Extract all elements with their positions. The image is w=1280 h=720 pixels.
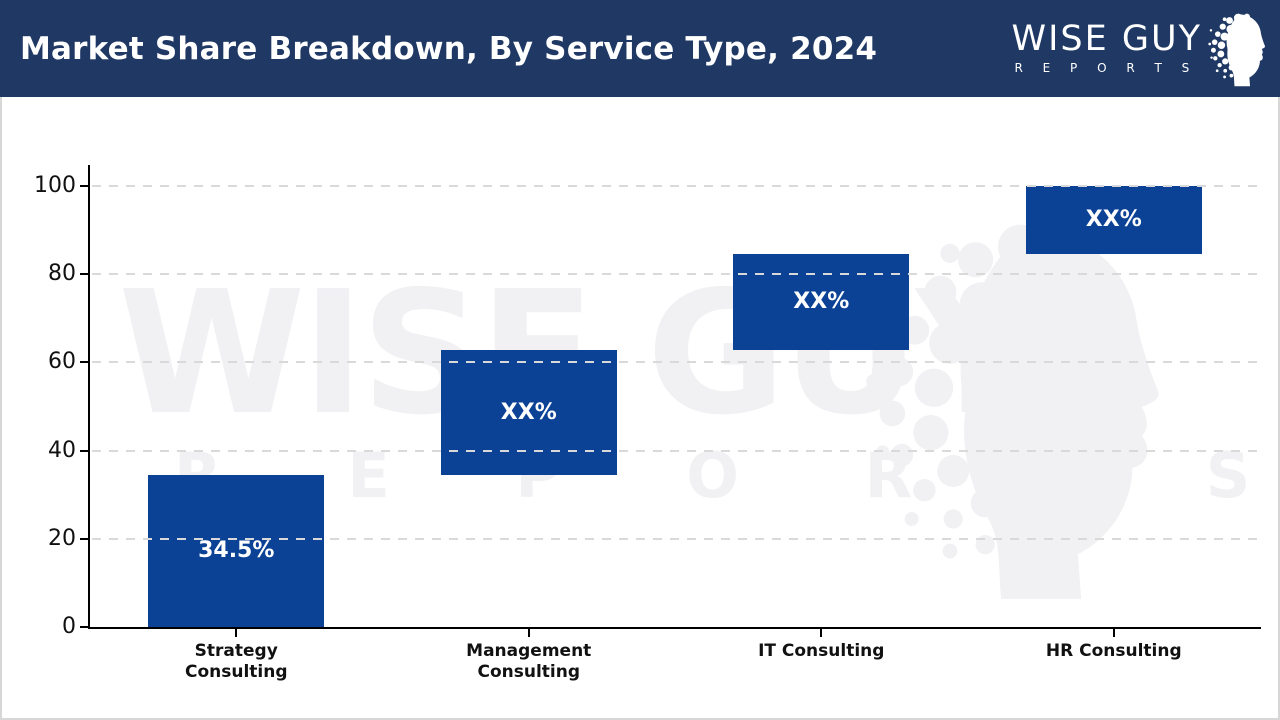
y-tick-label-20: 20 bbox=[48, 525, 76, 551]
x-category-label-hr-consulting: HR Consulting bbox=[1045, 641, 1182, 661]
y-tick-label-60: 60 bbox=[48, 349, 76, 375]
y-tick-label-0: 0 bbox=[62, 614, 76, 639]
y-axis-spine bbox=[88, 165, 90, 629]
bar-strategy-consulting bbox=[148, 474, 325, 627]
x-category-label-strategy-consulting: Strategy Consulting bbox=[184, 641, 288, 683]
y-tickmark-100 bbox=[80, 185, 90, 187]
y-tickmark-20 bbox=[80, 537, 90, 540]
y-tickmark-60 bbox=[80, 361, 90, 364]
y-tickmark-40 bbox=[80, 449, 90, 452]
x-tickmark-strategy-consulting bbox=[235, 629, 238, 637]
y-tick-label-40: 40 bbox=[48, 437, 76, 463]
header-bar: Market Share Breakdown, By Service Type,… bbox=[0, 0, 1280, 97]
y-tickmark-0 bbox=[80, 626, 90, 628]
bar-value-label-hr-consulting: XX% bbox=[1085, 206, 1142, 232]
y-tick-label-80: 80 bbox=[48, 261, 76, 287]
x-category-label-management-consulting: Management Consulting bbox=[466, 641, 592, 683]
chart-area: WISE GUY R E P O R T S 0 20 40 60 80 100 34.5%… bbox=[0, 97, 1280, 720]
bar-value-label-strategy-consulting: 34.5% bbox=[198, 537, 275, 563]
y-tick-label-100: 100 bbox=[34, 173, 76, 198]
plot: 0 20 40 60 80 100 34.5% Strategy Consulting XX% M… bbox=[2, 97, 1278, 718]
logo-text: WISE GUY R E P O R T S bbox=[1011, 19, 1202, 76]
bar-it-consulting bbox=[733, 253, 910, 351]
bar-value-label-it-consulting: XX% bbox=[793, 289, 850, 315]
chart-title: Market Share Breakdown, By Service Type,… bbox=[20, 30, 878, 67]
x-tickmark-management-consulting bbox=[527, 629, 530, 637]
logo-subtitle: R E P O R T S bbox=[1014, 61, 1198, 75]
bar-hr-consulting bbox=[1025, 186, 1202, 254]
bar-value-label-management-consulting: XX% bbox=[500, 399, 557, 425]
gridline-60 bbox=[92, 361, 1260, 364]
gridline-100 bbox=[92, 185, 1260, 187]
x-tickmark-it-consulting bbox=[820, 629, 823, 637]
x-category-label-it-consulting: IT Consulting bbox=[758, 641, 885, 661]
x-tickmark-hr-consulting bbox=[1112, 629, 1115, 637]
wise-guy-logo: WISE GUY R E P O R T S bbox=[1011, 0, 1268, 97]
bar-management-consulting bbox=[440, 350, 617, 475]
gridline-20 bbox=[92, 537, 1260, 540]
y-tickmark-80 bbox=[80, 273, 90, 276]
logo-wordmark: WISE GUY bbox=[1011, 19, 1202, 59]
gridline-40 bbox=[92, 449, 1260, 452]
gridline-80 bbox=[92, 273, 1260, 276]
x-axis-spine bbox=[88, 627, 1261, 629]
head-profile-logo-icon bbox=[1208, 13, 1265, 86]
